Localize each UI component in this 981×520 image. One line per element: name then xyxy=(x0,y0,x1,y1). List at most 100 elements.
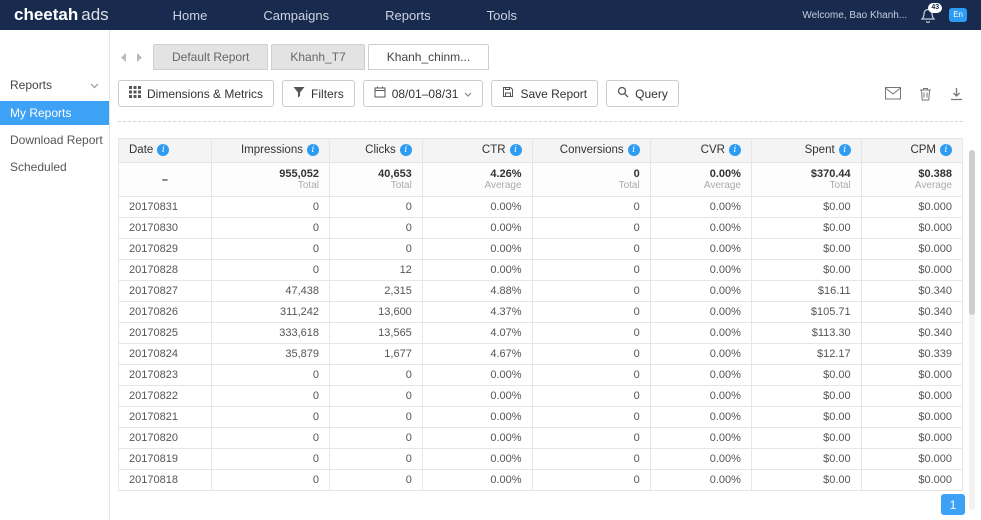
calendar-icon xyxy=(374,86,386,101)
cell-spent: $0.00 xyxy=(750,385,862,407)
cell-conversions: 0 xyxy=(531,217,651,239)
download-report-icon[interactable] xyxy=(950,87,963,101)
date-range-picker[interactable]: 08/01–08/31 xyxy=(362,80,484,107)
col-header-impressions: Impressions i xyxy=(210,138,330,163)
language-switcher[interactable]: En xyxy=(949,8,967,22)
pagination-page-1[interactable]: 1 xyxy=(941,494,965,515)
totals-cell-conversions: 0 Total xyxy=(531,162,651,197)
notifications-bell-icon[interactable]: 43 xyxy=(921,2,943,23)
sidebar-item-my-reports[interactable]: My Reports xyxy=(0,101,109,125)
content-area: Default Report Khanh_T7 Khanh_chinm... D… xyxy=(110,30,981,520)
table-row: 20170819 0 0 0.00% 0 0.00% $0.00 $0.000 xyxy=(118,448,964,470)
save-icon xyxy=(502,86,514,101)
cell-cpm: $0.340 xyxy=(860,301,964,323)
sidebar-section-reports[interactable]: Reports xyxy=(0,72,109,98)
table-row: 20170827 47,438 2,315 4.88% 0 0.00% $16.… xyxy=(118,280,964,302)
cell-conversions: 0 xyxy=(531,196,651,218)
cell-conversions: 0 xyxy=(531,448,651,470)
cell-date: 20170829 xyxy=(118,238,212,260)
tab-scroll-right-icon[interactable] xyxy=(134,51,145,64)
welcome-user-menu[interactable]: Welcome, Bao Khanh... xyxy=(802,9,908,21)
cell-impressions: 35,879 xyxy=(210,343,330,365)
info-icon[interactable]: i xyxy=(728,144,741,157)
totals-cell-clicks: 40,653 Total xyxy=(328,162,423,197)
cell-date: 20170828 xyxy=(118,259,212,281)
cell-cpm: $0.000 xyxy=(860,238,964,260)
sidebar: Reports My Reports Download Report Sched… xyxy=(0,30,110,520)
cell-ctr: 0.00% xyxy=(421,217,533,239)
tab-scroll-arrows xyxy=(118,51,145,64)
info-icon[interactable]: i xyxy=(838,144,851,157)
cell-spent: $0.00 xyxy=(750,238,862,260)
cell-cvr: 0.00% xyxy=(649,238,752,260)
vertical-scrollbar[interactable] xyxy=(969,150,975,510)
cell-spent: $105.71 xyxy=(750,301,862,323)
sidebar-section-label: Reports xyxy=(10,78,53,92)
cell-ctr: 0.00% xyxy=(421,364,533,386)
save-report-button[interactable]: Save Report xyxy=(491,80,599,107)
nav-item-home[interactable]: Home xyxy=(172,7,208,23)
report-table: Date i Impressions i Clicks i CTR i Conversi… xyxy=(118,138,964,491)
cell-cvr: 0.00% xyxy=(649,322,752,344)
info-icon[interactable]: i xyxy=(306,144,319,157)
table-row: 20170824 35,879 1,677 4.67% 0 0.00% $12.… xyxy=(118,343,964,365)
info-icon[interactable]: i xyxy=(157,144,170,157)
nav-item-tools[interactable]: Tools xyxy=(486,7,518,23)
cell-conversions: 0 xyxy=(531,343,651,365)
cell-clicks: 1,677 xyxy=(328,343,423,365)
query-button[interactable]: Query xyxy=(606,80,679,107)
main-layout: Reports My Reports Download Report Sched… xyxy=(0,30,981,520)
tab-khanh-t7[interactable]: Khanh_T7 xyxy=(271,44,365,70)
cell-conversions: 0 xyxy=(531,280,651,302)
cell-ctr: 0.00% xyxy=(421,385,533,407)
funnel-icon xyxy=(293,86,305,101)
tab-default-report[interactable]: Default Report xyxy=(153,44,269,70)
filters-button[interactable]: Filters xyxy=(282,80,355,107)
cell-impressions: 0 xyxy=(210,469,330,491)
cell-cpm: $0.339 xyxy=(860,343,964,365)
tab-scroll-left-icon[interactable] xyxy=(118,51,129,64)
date-range-label: 08/01–08/31 xyxy=(391,86,459,101)
dimensions-metrics-button[interactable]: Dimensions & Metrics xyxy=(118,80,275,107)
cell-cpm: $0.000 xyxy=(860,364,964,386)
col-label: Date xyxy=(129,144,154,157)
delete-report-icon[interactable] xyxy=(919,87,932,101)
info-icon[interactable]: i xyxy=(399,144,412,157)
cell-cpm: $0.000 xyxy=(860,217,964,239)
cell-ctr: 4.37% xyxy=(421,301,533,323)
totals-cell-cpm: $0.388 Average xyxy=(860,162,964,197)
table-row: 20170822 0 0 0.00% 0 0.00% $0.00 $0.000 xyxy=(118,385,964,407)
sidebar-item-download-report[interactable]: Download Report xyxy=(10,133,103,147)
cell-impressions: 0 xyxy=(210,427,330,449)
cell-cpm: $0.000 xyxy=(860,406,964,428)
info-icon[interactable]: i xyxy=(509,144,522,157)
nav-item-reports[interactable]: Reports xyxy=(385,7,431,23)
cell-ctr: 0.00% xyxy=(421,469,533,491)
nav-item-campaigns[interactable]: Campaigns xyxy=(263,7,330,23)
report-toolbar: Dimensions & Metrics Filters 08/01–08/31 xyxy=(118,80,963,107)
table-row: 20170818 0 0 0.00% 0 0.00% $0.00 $0.000 xyxy=(118,469,964,491)
cell-clicks: 13,600 xyxy=(328,301,423,323)
cell-cpm: $0.340 xyxy=(860,280,964,302)
cell-date: 20170823 xyxy=(118,364,212,386)
save-report-label: Save Report xyxy=(520,86,588,101)
sidebar-item-scheduled[interactable]: Scheduled xyxy=(10,160,67,174)
cell-clicks: 0 xyxy=(328,406,423,428)
email-report-icon[interactable] xyxy=(885,87,901,100)
grid-icon xyxy=(129,86,141,101)
cell-spent: $0.00 xyxy=(750,448,862,470)
col-header-cpm: CPM i xyxy=(860,138,964,163)
cell-impressions: 0 xyxy=(210,385,330,407)
info-icon[interactable]: i xyxy=(940,144,952,157)
cell-cpm: $0.000 xyxy=(860,385,964,407)
scrollbar-thumb[interactable] xyxy=(969,150,975,315)
cell-impressions: 311,242 xyxy=(210,301,330,323)
cell-date: 20170821 xyxy=(118,406,212,428)
cell-clicks: 0 xyxy=(328,364,423,386)
navbar-right: Welcome, Bao Khanh... 43 En xyxy=(802,2,967,23)
cell-date: 20170831 xyxy=(118,196,212,218)
info-icon[interactable]: i xyxy=(627,144,640,157)
tab-khanh-chinm[interactable]: Khanh_chinm... xyxy=(367,44,490,70)
cell-cvr: 0.00% xyxy=(649,364,752,386)
totals-cell-impressions: 955,052 Total xyxy=(210,162,330,197)
